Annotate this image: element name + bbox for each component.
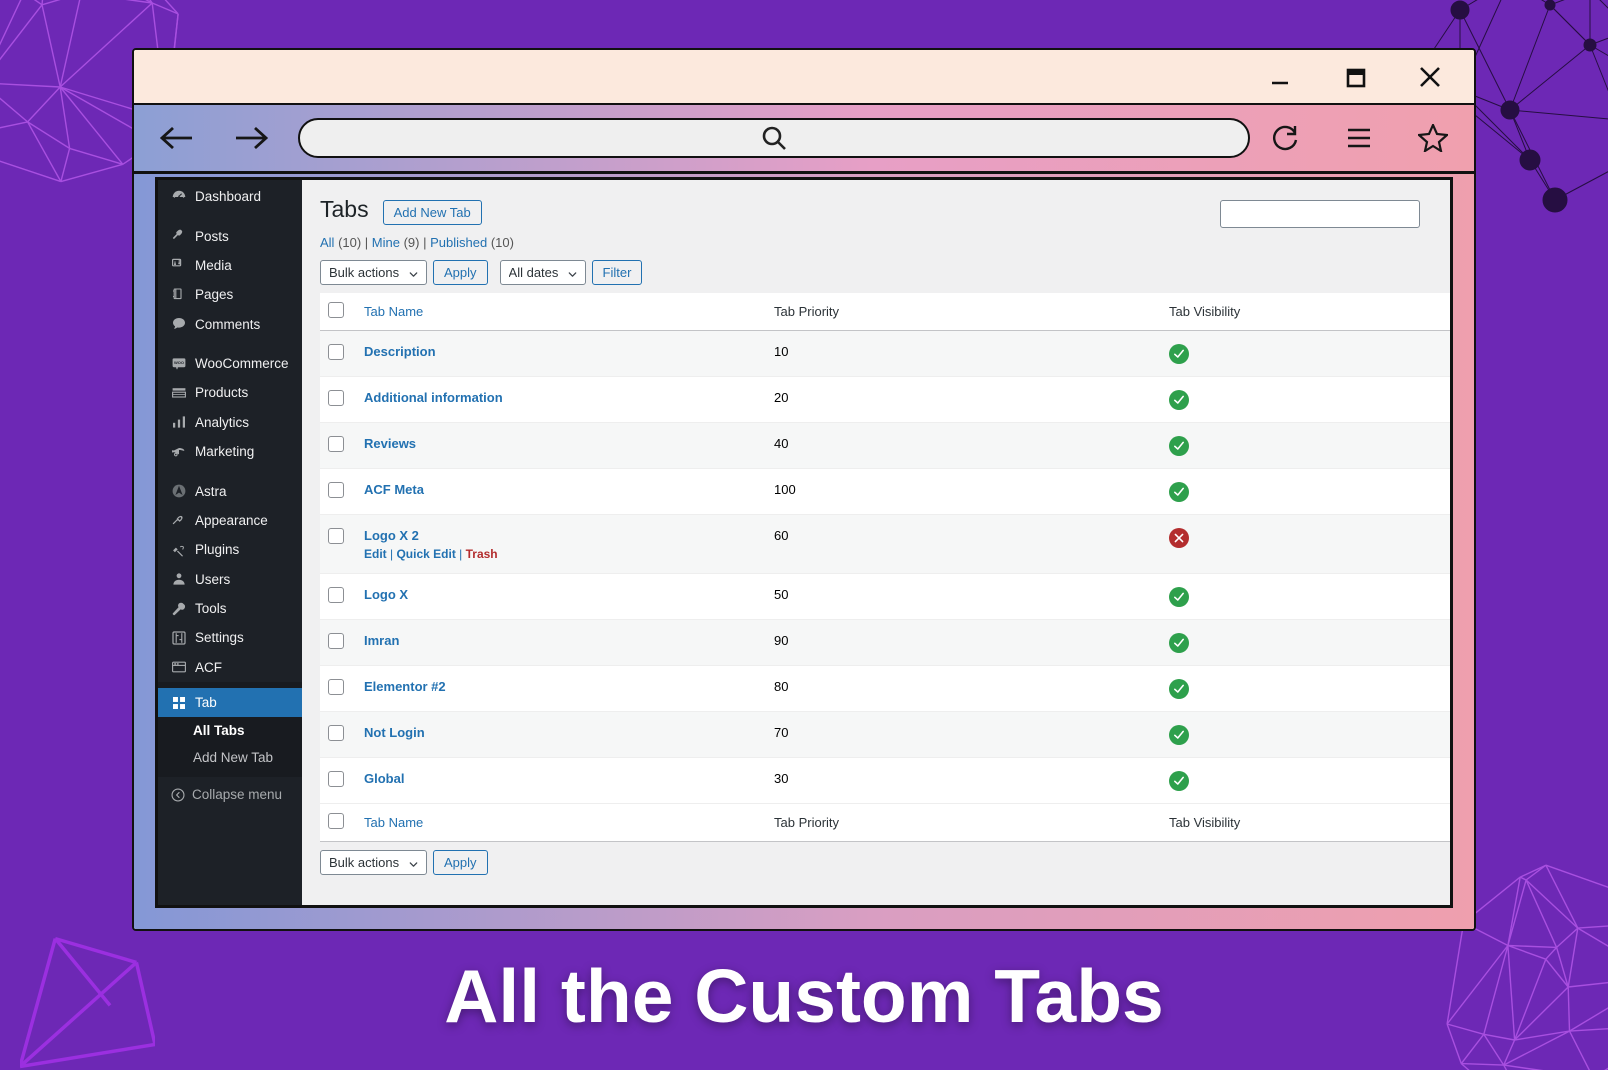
svg-text:WOO: WOO bbox=[174, 360, 184, 365]
